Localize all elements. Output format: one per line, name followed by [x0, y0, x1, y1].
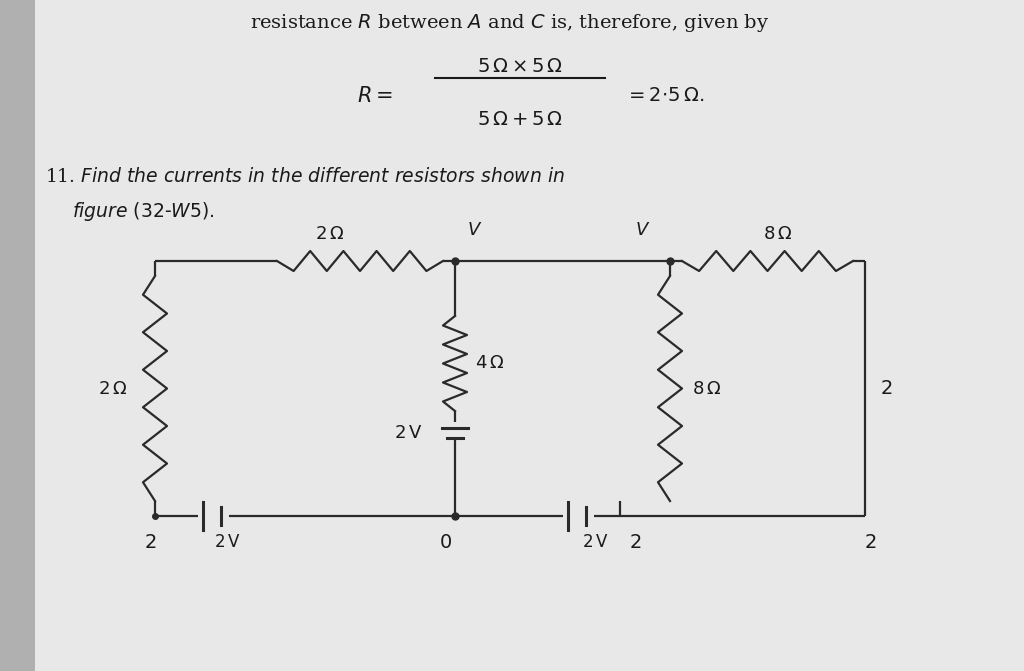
Text: $5\,\Omega \times 5\,\Omega$: $5\,\Omega \times 5\,\Omega$: [477, 58, 563, 76]
Text: $\mathit{2}$: $\mathit{2}$: [629, 534, 641, 552]
Text: $8\,\Omega$: $8\,\Omega$: [692, 380, 721, 397]
Text: $\mathit{0}$: $\mathit{0}$: [438, 534, 452, 552]
Text: $\it{figure\ (32\text{-}W5).}$: $\it{figure\ (32\text{-}W5).}$: [72, 199, 214, 223]
Text: resistance $R$ between $A$ and $C$ is, therefore, given by: resistance $R$ between $A$ and $C$ is, t…: [250, 12, 769, 34]
Text: $4\,\Omega$: $4\,\Omega$: [475, 354, 505, 372]
Text: $\mathit{2}$: $\mathit{2}$: [864, 534, 877, 552]
Text: $2\,\mathrm{V}$: $2\,\mathrm{V}$: [394, 424, 423, 442]
Text: $V$: $V$: [635, 221, 650, 239]
Bar: [0, 0, 35, 671]
Text: $V$: $V$: [467, 221, 482, 239]
Text: $2\,\Omega$: $2\,\Omega$: [315, 225, 345, 243]
Text: $R =$: $R =$: [357, 86, 393, 106]
Text: $2\,\Omega$: $2\,\Omega$: [97, 380, 127, 397]
Text: 11. $\it{Find\ the\ currents\ in\ the\ different\ resistors\ shown\ in}$: 11. $\it{Find\ the\ currents\ in\ the\ d…: [45, 166, 565, 185]
Text: $5\,\Omega + 5\,\Omega$: $5\,\Omega + 5\,\Omega$: [477, 111, 563, 129]
Text: $\mathit{2}$: $\mathit{2}$: [880, 380, 892, 397]
Text: $8\,\Omega$: $8\,\Omega$: [763, 225, 793, 243]
Text: $= 2{\cdot}5\,\Omega.$: $= 2{\cdot}5\,\Omega.$: [625, 87, 705, 105]
Text: $2\,\mathrm{V}$: $2\,\mathrm{V}$: [214, 534, 241, 551]
Text: $2\,\mathrm{V}$: $2\,\mathrm{V}$: [583, 534, 608, 551]
Text: $\mathit{2}$: $\mathit{2}$: [143, 534, 157, 552]
